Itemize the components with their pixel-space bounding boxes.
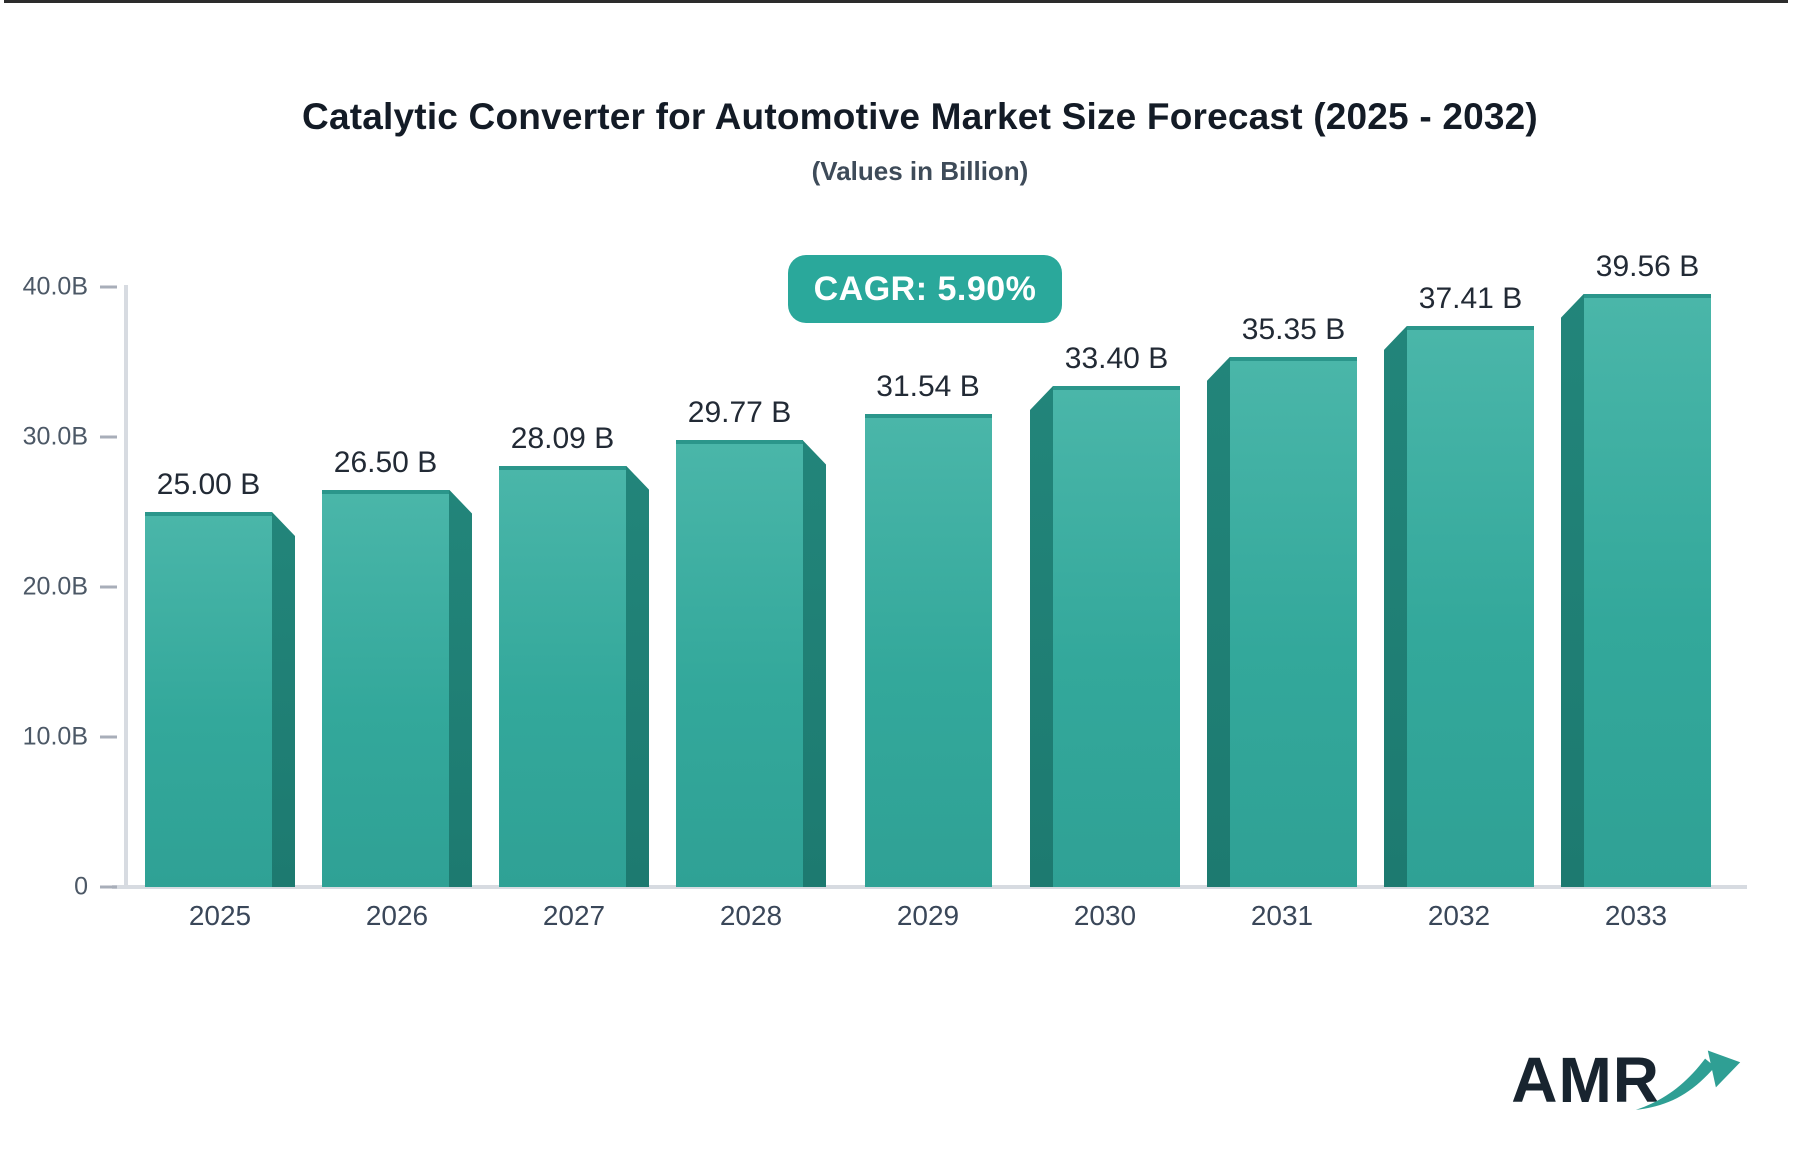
bar-value-label-2033: 39.56 B bbox=[1595, 249, 1700, 283]
bar-face-2032 bbox=[1407, 325, 1534, 887]
x-axis-label-2028: 2028 bbox=[719, 900, 783, 931]
bar-face-2028 bbox=[676, 440, 803, 887]
growth-arrow-icon bbox=[1635, 1050, 1741, 1110]
x-axis-label-2033: 2033 bbox=[1604, 900, 1668, 931]
y-axis-tick-label: 40.0B bbox=[22, 272, 88, 301]
y-axis-tick-label: 20.0B bbox=[22, 572, 88, 601]
bar-value-label-2031: 35.35 B bbox=[1241, 312, 1346, 346]
bar-3d-side-2028 bbox=[803, 440, 826, 887]
bar-face-2025 bbox=[145, 512, 272, 887]
y-axis-tick-label: 30.0B bbox=[22, 422, 88, 451]
bar-2029 bbox=[864, 413, 992, 887]
bar-value-label-2029: 31.54 B bbox=[876, 369, 980, 403]
bar-value-label-2028: 29.77 B bbox=[687, 396, 792, 430]
x-axis-label-2031: 2031 bbox=[1250, 900, 1314, 931]
bar-face-2029 bbox=[864, 413, 992, 887]
x-axis-label-2032: 2032 bbox=[1427, 900, 1491, 931]
bar-2026 bbox=[322, 489, 472, 887]
bar-face-2031 bbox=[1230, 356, 1357, 887]
y-axis-tick-mark bbox=[100, 435, 117, 439]
bar-3d-side-2032 bbox=[1384, 325, 1407, 887]
bar-face-2026 bbox=[322, 489, 449, 887]
bar-value-label-2025: 25.00 B bbox=[156, 468, 261, 501]
bar-3d-side-2033 bbox=[1561, 293, 1584, 887]
amr-logo: AMR bbox=[1511, 1048, 1742, 1114]
amr-logo-text: AMR bbox=[1511, 1044, 1660, 1116]
top-edge-line bbox=[4, 0, 1788, 3]
y-axis-tick-label: 10.0B bbox=[22, 722, 88, 751]
x-axis-label-2029: 2029 bbox=[896, 900, 960, 931]
chart-header: Catalytic Converter for Automotive Marke… bbox=[40, 96, 1800, 187]
bar-2033 bbox=[1561, 293, 1711, 887]
x-axis-label-2026: 2026 bbox=[365, 900, 429, 931]
bar-value-label-2032: 37.41 B bbox=[1418, 281, 1523, 315]
x-axis-label-2030: 2030 bbox=[1073, 900, 1137, 931]
chart-title: Catalytic Converter for Automotive Marke… bbox=[302, 96, 1538, 137]
y-axis-tick-mark bbox=[100, 885, 117, 889]
bar-2030 bbox=[1030, 386, 1180, 887]
bar-face-2033 bbox=[1584, 293, 1711, 887]
bar-2028 bbox=[676, 440, 826, 887]
bar-value-label-2030: 33.40 B bbox=[1064, 342, 1169, 375]
bar-3d-side-2031 bbox=[1207, 356, 1230, 887]
chart-subtitle: (Values in Billion) bbox=[811, 156, 1029, 186]
bar-2027 bbox=[499, 465, 649, 887]
bar-3d-side-2030 bbox=[1030, 386, 1053, 887]
bar-3d-side-2027 bbox=[626, 465, 649, 887]
y-axis-tick-mark bbox=[100, 735, 117, 739]
bar-2032 bbox=[1384, 325, 1534, 887]
y-axis-tick-mark bbox=[100, 585, 117, 589]
bar-2031 bbox=[1207, 356, 1357, 887]
bar-2025 bbox=[145, 512, 295, 887]
y-axis-tick-mark bbox=[100, 285, 117, 289]
bar-face-2030 bbox=[1053, 386, 1180, 887]
x-axis-baseline bbox=[112, 885, 1747, 889]
y-axis-tick-label: 0 bbox=[74, 872, 88, 901]
cagr-badge: CAGR: 5.90% bbox=[788, 255, 1062, 323]
x-axis-label-2027: 2027 bbox=[542, 900, 606, 931]
bar-value-label-2027: 28.09 B bbox=[510, 421, 615, 455]
bar-3d-side-2026 bbox=[449, 489, 472, 887]
y-axis-line bbox=[124, 285, 128, 889]
bar-value-label-2026: 26.50 B bbox=[333, 445, 438, 479]
x-axis-label-2025: 2025 bbox=[188, 900, 252, 931]
bar-3d-side-2025 bbox=[272, 512, 295, 887]
bar-face-2027 bbox=[499, 465, 626, 887]
cagr-badge-label: CAGR: 5.90% bbox=[813, 269, 1037, 308]
